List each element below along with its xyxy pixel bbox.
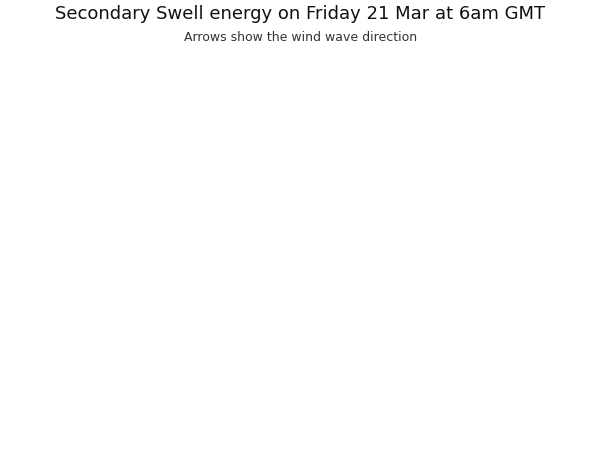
Text: Secondary Swell energy on Friday 21 Mar at 6am GMT: Secondary Swell energy on Friday 21 Mar … (55, 5, 546, 23)
Text: Arrows show the wind wave direction: Arrows show the wind wave direction (184, 31, 417, 44)
